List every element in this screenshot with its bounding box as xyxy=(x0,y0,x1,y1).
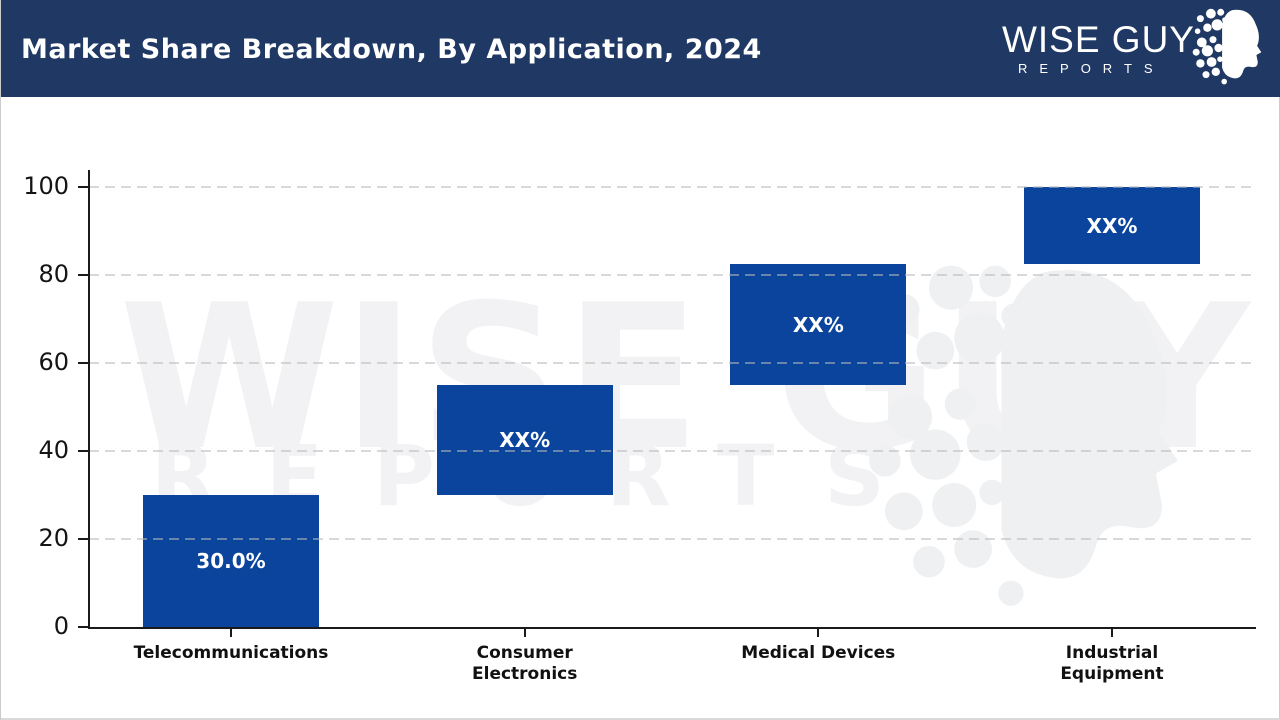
y-tick-40 xyxy=(78,450,88,452)
y-tick-label-20: 20 xyxy=(38,524,69,552)
y-tick-label-0: 0 xyxy=(53,612,69,640)
page-title: Market Share Breakdown, By Application, … xyxy=(21,34,762,65)
y-tick-100 xyxy=(78,186,88,188)
bar-value-label: XX% xyxy=(499,428,551,452)
category-label-line: Telecommunications xyxy=(133,643,329,663)
y-tick-label-60: 60 xyxy=(38,348,69,376)
logo-text: WISE GUY REPORTS xyxy=(1001,19,1195,77)
bar-industrial-equipment xyxy=(1024,187,1200,264)
gridline-y-40 xyxy=(89,450,1256,452)
category-label: Consumer Electronics xyxy=(405,643,645,685)
category-label: Medical Devices xyxy=(698,643,938,664)
y-tick-20 xyxy=(78,538,88,540)
bar-value-label: XX% xyxy=(792,312,844,337)
gridline-y-100 xyxy=(89,186,1256,188)
gridline-y-20 xyxy=(89,538,1256,540)
x-tick-2 xyxy=(523,629,526,637)
watermark-dotted-head xyxy=(869,265,1178,606)
gridline-y-60 xyxy=(89,362,1256,364)
bar-value-label: 30.0% xyxy=(196,549,266,573)
bottom-border xyxy=(1,718,1280,720)
category-label-line: Medical Devices xyxy=(741,643,896,663)
y-tick-0 xyxy=(78,626,88,628)
x-tick-4 xyxy=(1111,629,1113,637)
x-tick-1 xyxy=(230,629,232,637)
bar-consumer-electronics xyxy=(436,385,613,495)
chart-plot-area: WISE GUY REPORTS 30.0%XX%XX%XX%020406080… xyxy=(1,97,1280,720)
y-axis-line xyxy=(88,170,90,628)
x-axis-line xyxy=(88,627,1256,629)
gridline-y-80 xyxy=(89,274,1256,276)
logo-wordmark: WISE GUY xyxy=(1001,19,1195,60)
y-tick-label-80: 80 xyxy=(38,260,69,288)
bar-value-label: XX% xyxy=(1086,213,1138,238)
category-label-line: Equipment xyxy=(1060,664,1164,684)
logo-subtitle: REPORTS xyxy=(1017,61,1165,76)
y-tick-label-100: 100 xyxy=(23,172,69,200)
dotted-head-icon xyxy=(1192,8,1262,85)
category-label: Telecommunications xyxy=(111,643,351,664)
y-tick-60 xyxy=(78,362,88,364)
bar-telecommunications xyxy=(143,495,319,627)
category-label: Industrial Equipment xyxy=(992,643,1232,685)
category-label-line: Industrial xyxy=(1065,643,1159,663)
category-label-line: Electronics xyxy=(472,664,578,684)
header-bar: Market Share Breakdown, By Application, … xyxy=(1,0,1280,97)
x-tick-3 xyxy=(817,629,820,637)
y-tick-label-40: 40 xyxy=(38,436,69,464)
wise-guy-reports-logo: WISE GUY REPORTS xyxy=(1002,6,1273,90)
y-tick-80 xyxy=(78,274,88,276)
bar-medical-devices xyxy=(730,264,907,385)
category-label-line: Consumer xyxy=(476,643,573,663)
